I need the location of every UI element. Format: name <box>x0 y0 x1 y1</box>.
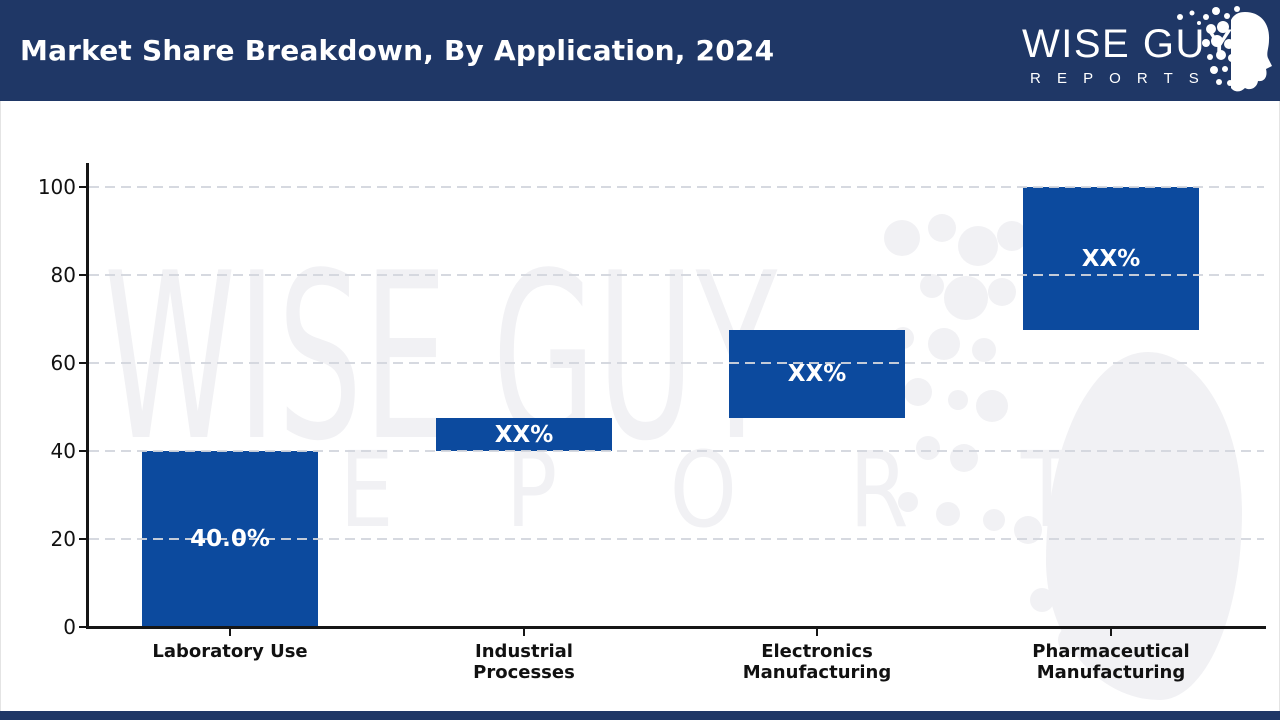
y-tick <box>79 186 86 188</box>
page-title: Market Share Breakdown, By Application, … <box>20 34 775 67</box>
gridline <box>89 362 1264 364</box>
bar-industrial-processes <box>436 418 612 451</box>
y-tick-label: 40 <box>50 439 76 463</box>
y-tick <box>79 538 86 540</box>
wise-guy-reports-logo: WISE GUY R E P O R T S <box>1022 6 1272 92</box>
y-tick <box>79 362 86 364</box>
bar-value-label: XX% <box>1081 245 1141 272</box>
gridline <box>89 450 1264 452</box>
gridline <box>89 274 1264 276</box>
bar-electronics-manufacturing <box>729 330 905 418</box>
bar-value-label: XX% <box>787 361 847 387</box>
x-tick <box>229 629 231 636</box>
x-category-label: Industrial Processes <box>473 641 575 683</box>
gridline <box>89 538 1264 540</box>
x-tick <box>1110 629 1112 636</box>
logo-primary-text: WISE GUY <box>1022 22 1234 66</box>
footer-bar <box>0 711 1280 720</box>
bar-value-label: XX% <box>494 421 554 448</box>
bar-pharmaceutical-manufacturing <box>1023 187 1199 330</box>
y-tick <box>79 450 86 452</box>
y-tick-label: 80 <box>50 263 76 287</box>
logo-dot-cluster <box>1177 6 1240 86</box>
y-tick-label: 0 <box>63 615 76 639</box>
y-axis-spine <box>86 163 89 629</box>
x-axis-spine <box>86 626 1266 629</box>
x-category-label: Pharmaceutical Manufacturing <box>1032 641 1190 683</box>
x-category-label: Electronics Manufacturing <box>742 641 892 683</box>
header-bar: Market Share Breakdown, By Application, … <box>0 0 1280 101</box>
logo-secondary-text: R E P O R T S <box>1030 70 1205 87</box>
x-tick <box>523 629 525 636</box>
y-tick <box>79 274 86 276</box>
y-tick <box>79 626 86 628</box>
y-tick-label: 20 <box>50 527 76 551</box>
logo-head-icon <box>1231 12 1272 92</box>
bar-value-label: 40.0% <box>190 526 270 552</box>
x-category-label: Laboratory Use <box>152 641 308 662</box>
y-tick-label: 60 <box>50 351 76 375</box>
gridline <box>89 186 1264 188</box>
x-tick <box>816 629 818 636</box>
y-tick-label: 100 <box>37 175 76 199</box>
